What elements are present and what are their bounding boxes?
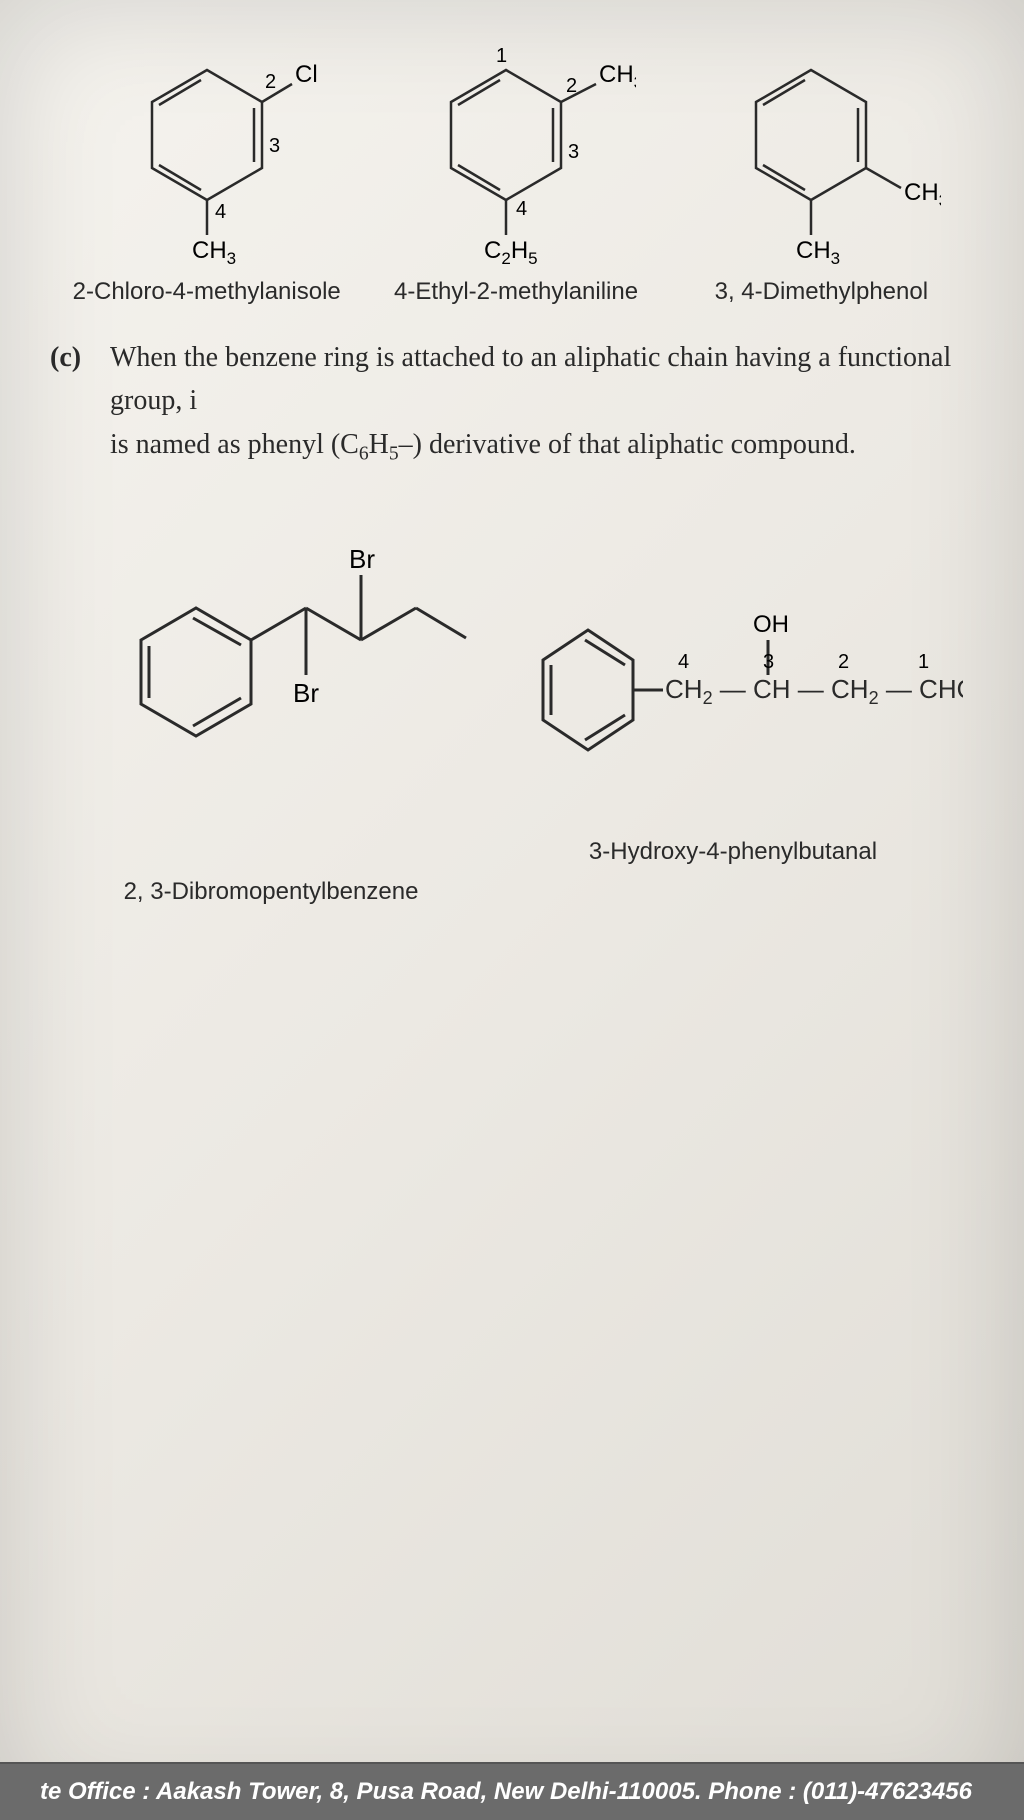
svg-text:CH3: CH3	[192, 237, 236, 268]
f-ch2a: CH	[665, 674, 703, 704]
para-line2e: –) derivative of that aliphatic compound…	[399, 429, 856, 460]
caption-2: 4-Ethyl-2-methylaniline	[386, 278, 646, 306]
structure-ethyl-methylaniline: CH3 C2H5 1 2 3 4 4-Ethyl-2-methylaniline	[386, 40, 646, 306]
label-br2: Br	[349, 544, 375, 574]
pos-4: 4	[215, 201, 226, 223]
list-marker: (c)	[50, 336, 81, 379]
caption-hydroxy: 3-Hydroxy-4-phenylbutanal	[503, 838, 963, 866]
label-ch3-a: CH	[904, 179, 939, 206]
top-structures-row: Cl CH3 2 3 4 2-Chloro-4-methylanisole CH	[50, 40, 974, 306]
footer-bar: te Office : Aakash Tower, 8, Pusa Road, …	[0, 1762, 1024, 1820]
structure-hydroxy-phenylbutanal: CH2 — CH — CH2 — CHO 4 3 2 1 OH 3-Hydrox…	[503, 530, 963, 866]
label-ch3: CH	[599, 61, 634, 88]
label-br1: Br	[293, 678, 319, 708]
structure-dibromopentylbenzene: Br Br 2, 3-Dibromopentylbenzene	[61, 530, 481, 906]
bottom-structures-row: Br Br 2, 3-Dibromopentylbenzene	[50, 510, 974, 926]
label-c2h5: C	[484, 237, 501, 264]
benzene-icon: CH3 CH3	[701, 40, 941, 270]
para-line2a: is named as phenyl (C	[110, 429, 359, 460]
label-cl: Cl	[295, 61, 317, 88]
caption-dibromo: 2, 3-Dibromopentylbenzene	[61, 878, 481, 906]
page: Cl CH3 2 3 4 2-Chloro-4-methylanisole CH	[0, 0, 1024, 1820]
svg-text:CH3: CH3	[904, 179, 941, 210]
svg-text:CH3: CH3	[796, 237, 840, 268]
pos-3: 3	[568, 141, 579, 163]
label-ch3: CH	[192, 237, 227, 264]
pos-2: 2	[566, 75, 577, 97]
benzene-icon: Cl CH3 2 3 4	[97, 40, 317, 270]
para-sub6: 6	[359, 443, 369, 464]
pos-3: 3	[763, 651, 774, 673]
structure-dimethylphenol: CH3 CH3 3, 4-Dimethylphenol	[691, 40, 951, 306]
para-line1: When the benzene ring is attached to an …	[110, 342, 951, 416]
label-ch3-b: CH	[796, 237, 831, 264]
skeletal-icon: Br Br	[61, 530, 481, 870]
svg-text:CH3: CH3	[599, 61, 636, 92]
benzene-icon: CH3 C2H5 1 2 3 4	[396, 40, 636, 270]
pos-4: 4	[516, 198, 527, 220]
pos-1: 1	[918, 651, 929, 673]
svg-text:CH2 — CH — CH2 — CHO: CH2 — CH — CH2 — CHO	[665, 674, 963, 708]
structure-chloro-methylanisole: Cl CH3 2 3 4 2-Chloro-4-methylanisole	[73, 40, 341, 306]
caption-1: 2-Chloro-4-methylanisole	[73, 278, 341, 306]
pos-3: 3	[269, 135, 280, 157]
pos-1: 1	[496, 45, 507, 67]
para-line2c: H	[369, 429, 389, 460]
para-sub5: 5	[389, 443, 399, 464]
label-oh: OH	[753, 611, 789, 638]
formula-icon: CH2 — CH — CH2 — CHO 4 3 2 1 OH	[503, 530, 963, 830]
paragraph-c: (c) When the benzene ring is attached to…	[50, 336, 974, 470]
pos-2: 2	[838, 651, 849, 673]
svg-text:C2H5: C2H5	[484, 237, 538, 268]
pos-2: 2	[265, 71, 276, 93]
caption-3: 3, 4-Dimethylphenol	[691, 278, 951, 306]
pos-4: 4	[678, 651, 689, 673]
